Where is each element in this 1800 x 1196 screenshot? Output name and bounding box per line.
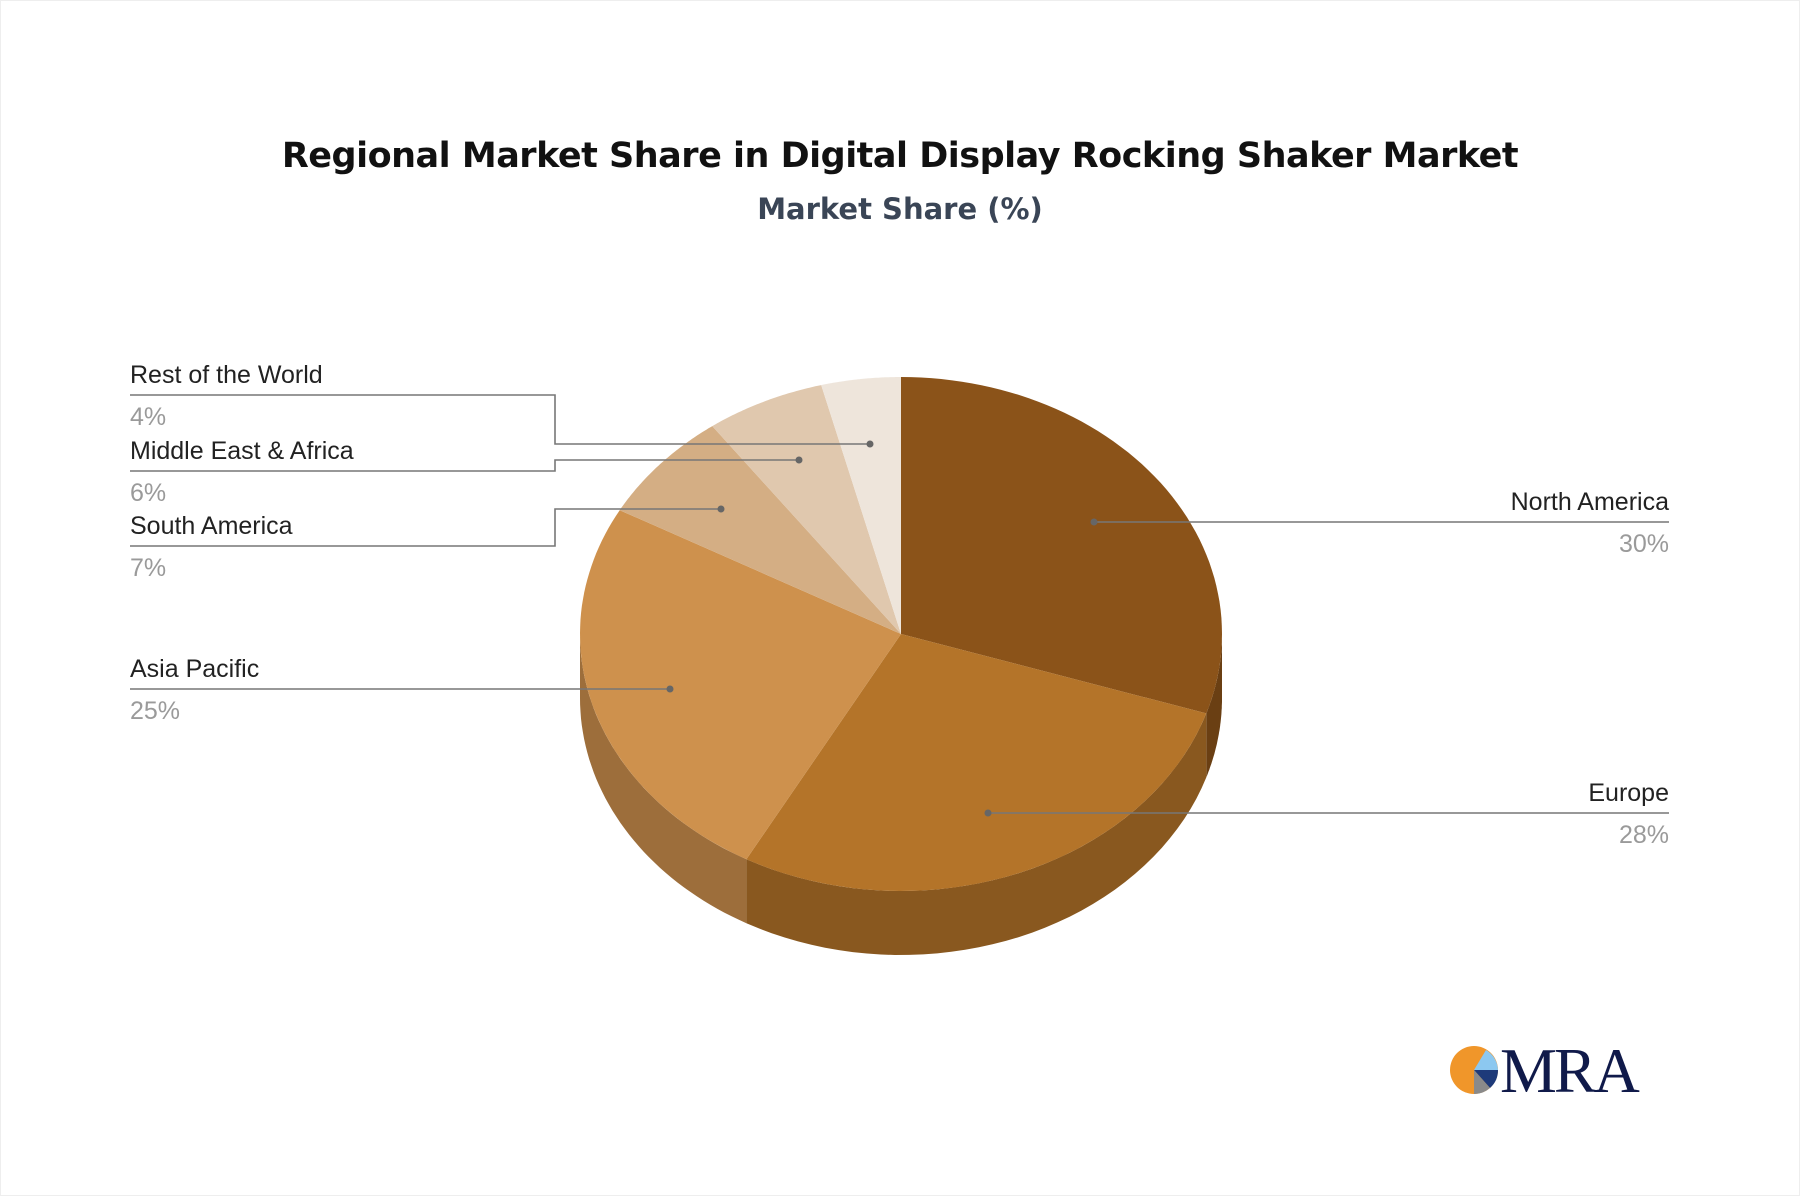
leader-line <box>130 508 721 547</box>
slice-label: South America <box>130 512 293 540</box>
mra-logo: MRA <box>1448 1035 1640 1106</box>
slice-label: Asia Pacific <box>130 655 259 683</box>
slice-value-label: 28% <box>1619 821 1669 849</box>
slice-asia-pacific[interactable] <box>580 510 901 860</box>
slice-label: Middle East & Africa <box>130 437 354 465</box>
leader-dot <box>984 809 992 817</box>
slice-value-label: 30% <box>1619 530 1669 558</box>
leader-line <box>130 394 870 445</box>
slice-rest-of-the-world[interactable] <box>821 377 901 634</box>
slice-middle-east-africa[interactable] <box>712 385 901 634</box>
slice-side-0 <box>1206 634 1222 778</box>
slice-value-label: 25% <box>130 697 180 725</box>
slice-europe[interactable] <box>746 634 1207 891</box>
slice-side-1 <box>746 713 1207 955</box>
leader-dot <box>866 440 874 448</box>
leader-dot <box>666 685 674 693</box>
leader-dot <box>1090 518 1098 526</box>
slice-side-2 <box>580 634 747 924</box>
leader-dot <box>717 505 725 513</box>
logo-pie-icon <box>1450 1046 1499 1095</box>
chart-subtitle: Market Share (%) <box>757 192 1043 226</box>
slice-value-label: 6% <box>130 479 166 507</box>
logo-text: MRA <box>1500 1035 1640 1106</box>
slice-value-label: 4% <box>130 403 166 431</box>
chart-title: Regional Market Share in Digital Display… <box>281 136 1519 176</box>
slice-south-america[interactable] <box>619 426 901 634</box>
leader-line <box>130 459 799 472</box>
slice-label: Europe <box>1588 779 1669 807</box>
slice-north-america[interactable] <box>901 377 1222 714</box>
slice-label: Rest of the World <box>130 361 323 389</box>
leader-dot <box>795 456 803 464</box>
slice-label: North America <box>1511 488 1669 516</box>
slice-value-label: 7% <box>130 554 166 582</box>
